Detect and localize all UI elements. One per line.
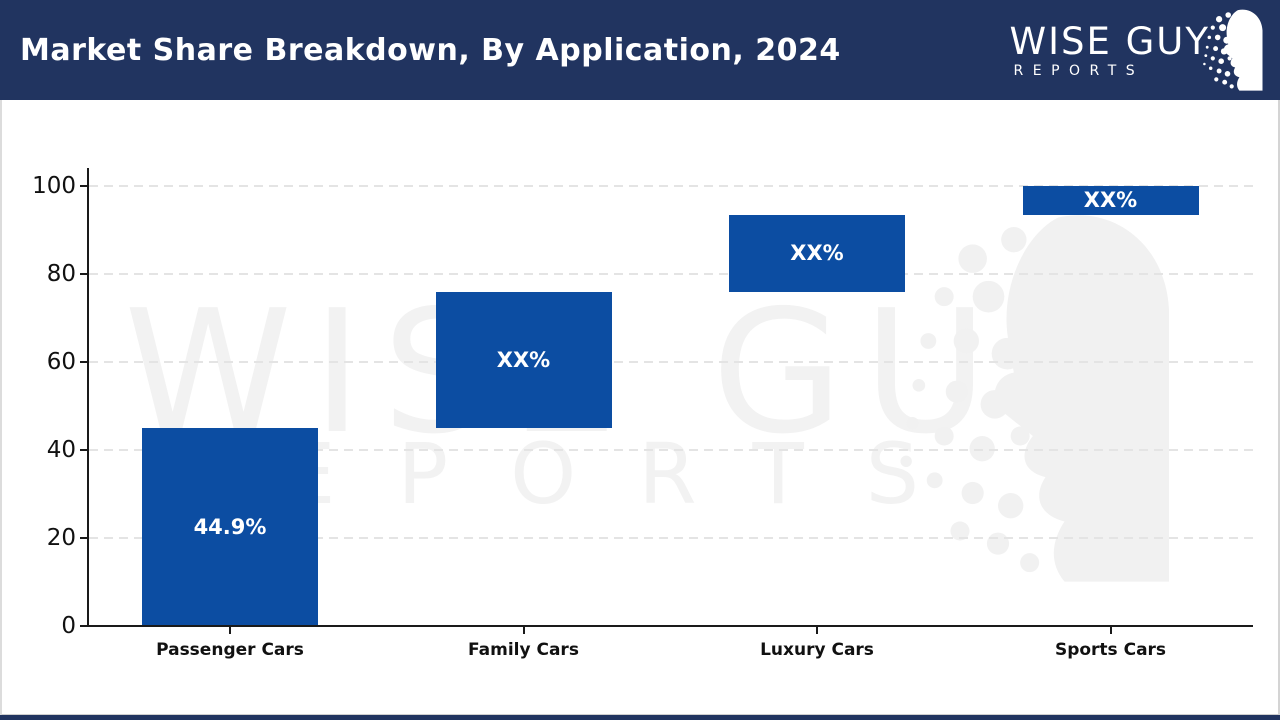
bar-value-label: XX% [1083, 188, 1138, 213]
bar-family-cars: XX% [435, 292, 612, 429]
y-tick-label-80: 80 [46, 260, 76, 287]
bar-sports-cars: XX% [1022, 186, 1199, 215]
x-tick-label-3: Sports Cars [1054, 640, 1167, 660]
y-tick-mark-40 [80, 448, 88, 451]
bar-value-label: 44.9% [193, 514, 267, 539]
x-tick-mark-2 [816, 627, 818, 634]
x-tick-mark-0 [229, 627, 231, 634]
page-title: Market Share Breakdown, By Application, … [20, 32, 841, 68]
x-tick-label-2: Luxury Cars [760, 640, 874, 660]
y-tick-mark-60 [80, 360, 88, 363]
bar-luxury-cars: XX% [729, 214, 905, 293]
brand-subname: REPORTS [1013, 62, 1145, 79]
y-tick-label-0: 0 [61, 612, 76, 639]
y-tick-mark-100 [80, 185, 88, 187]
brand-logo: WISE GUY REPORTS [1010, 8, 1280, 92]
y-tick-label-60: 60 [46, 348, 76, 375]
x-tick-label-1: Family Cars [468, 640, 579, 660]
y-tick-mark-80 [80, 272, 88, 275]
y-tick-label-40: 40 [46, 436, 76, 463]
brand-name: WISE GUY [1009, 19, 1210, 63]
y-axis-line [87, 168, 89, 627]
x-tick-mark-1 [522, 627, 525, 634]
footer-bar [0, 715, 1280, 720]
gridline-20 [89, 536, 1253, 539]
x-tick-label-0: Passenger Cars [156, 640, 304, 660]
header-bar: Market Share Breakdown, By Application, … [0, 0, 1280, 100]
y-tick-label-20: 20 [46, 524, 76, 551]
bar-value-label: XX% [496, 348, 551, 373]
bar-passenger-cars: 44.9% [142, 428, 318, 626]
gridline-80 [89, 272, 1253, 275]
gridline-60 [89, 360, 1253, 363]
y-tick-mark-0 [80, 624, 88, 627]
x-tick-mark-3 [1109, 627, 1112, 634]
gridline-40 [89, 448, 1253, 451]
brand-logo-text: WISE GUY REPORTS [1010, 23, 1210, 78]
brand-head-icon [1203, 9, 1263, 91]
gridline-100 [89, 185, 1253, 187]
bar-value-label: XX% [790, 241, 844, 266]
y-tick-label-100: 100 [32, 173, 76, 199]
y-tick-mark-20 [80, 536, 88, 539]
x-axis-line [83, 624, 1253, 627]
